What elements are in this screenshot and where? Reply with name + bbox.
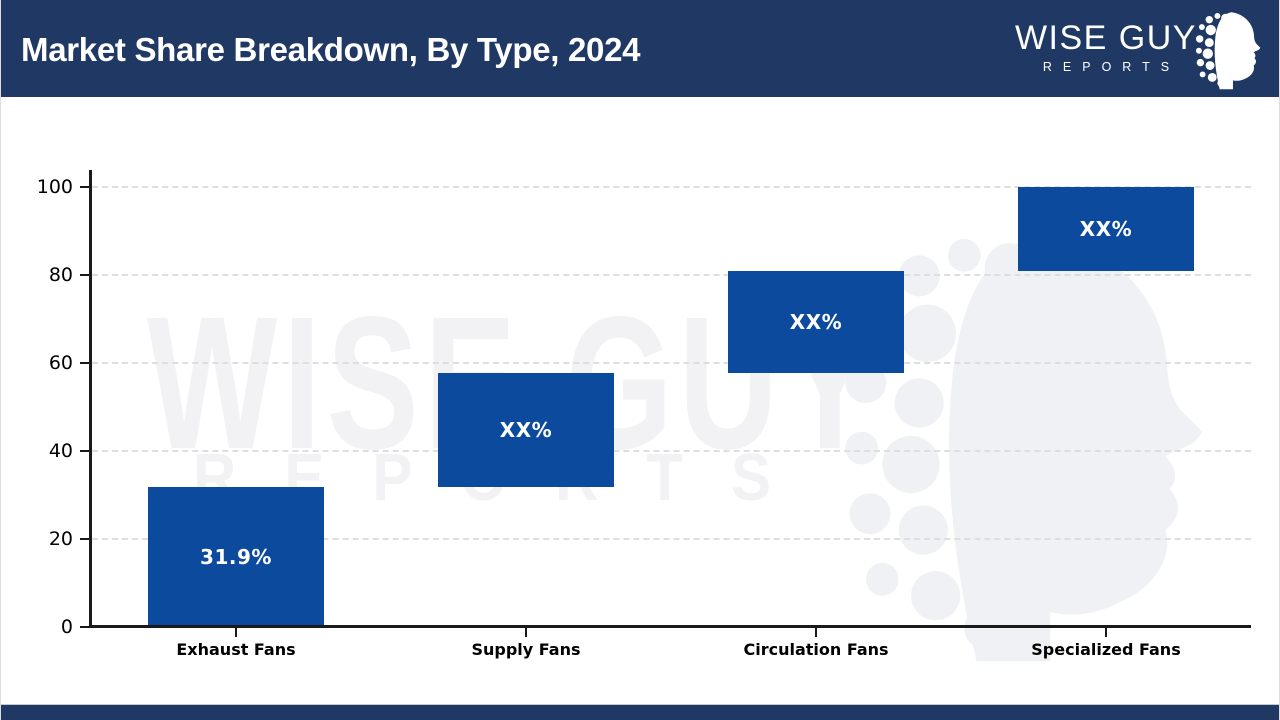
y-tick-mark	[80, 450, 89, 452]
x-tick-mark	[525, 628, 527, 637]
gridline	[92, 186, 1251, 188]
bar-value-label: XX%	[789, 310, 843, 335]
x-axis-line	[89, 625, 1251, 628]
y-tick-label: 80	[48, 264, 73, 286]
logo-subtext: REPORTS	[1042, 59, 1181, 74]
y-axis-line	[89, 170, 92, 628]
x-tick-mark	[235, 628, 237, 637]
y-tick-label: 60	[48, 352, 73, 374]
gridline	[92, 362, 1251, 364]
bar-value-label: 31.9%	[200, 544, 272, 569]
y-tick-mark	[80, 538, 89, 540]
bar: XX%	[728, 271, 904, 374]
y-tick-label: 20	[48, 528, 73, 550]
wiseguy-logo: WISE GUY REPORTS	[1009, 4, 1269, 94]
chart-title: Market Share Breakdown, By Type, 2024	[21, 31, 641, 68]
bar: 31.9%	[148, 486, 324, 627]
y-tick-mark	[80, 186, 89, 188]
gridline	[92, 450, 1251, 452]
bar-value-label: XX%	[499, 417, 553, 442]
y-tick-label: 100	[36, 176, 73, 198]
x-axis-label: Supply Fans	[471, 640, 581, 659]
x-tick-mark	[815, 628, 817, 637]
x-axis-label: Exhaust Fans	[176, 640, 296, 659]
x-axis-label: Specialized Fans	[1031, 640, 1181, 659]
logo-text: WISE GUY REPORTS	[1014, 19, 1197, 73]
logo-wordmark: WISE GUY	[1014, 19, 1197, 57]
bar-value-label: XX%	[1079, 217, 1133, 242]
logo-head-icon	[1195, 12, 1261, 90]
x-tick-mark	[1105, 628, 1107, 637]
gridline	[92, 538, 1251, 540]
gridline	[92, 274, 1251, 276]
y-tick-mark	[80, 362, 89, 364]
bar: XX%	[1018, 187, 1194, 272]
y-tick-label: 0	[60, 616, 73, 638]
y-tick-mark	[80, 274, 89, 276]
footer-bar	[1, 704, 1279, 720]
x-axis-label: Circulation Fans	[743, 640, 889, 659]
y-tick-label: 40	[48, 440, 73, 462]
y-tick-mark	[80, 626, 89, 628]
bar: XX%	[438, 373, 614, 487]
header-bar: Market Share Breakdown, By Type, 2024 WI…	[1, 0, 1279, 97]
